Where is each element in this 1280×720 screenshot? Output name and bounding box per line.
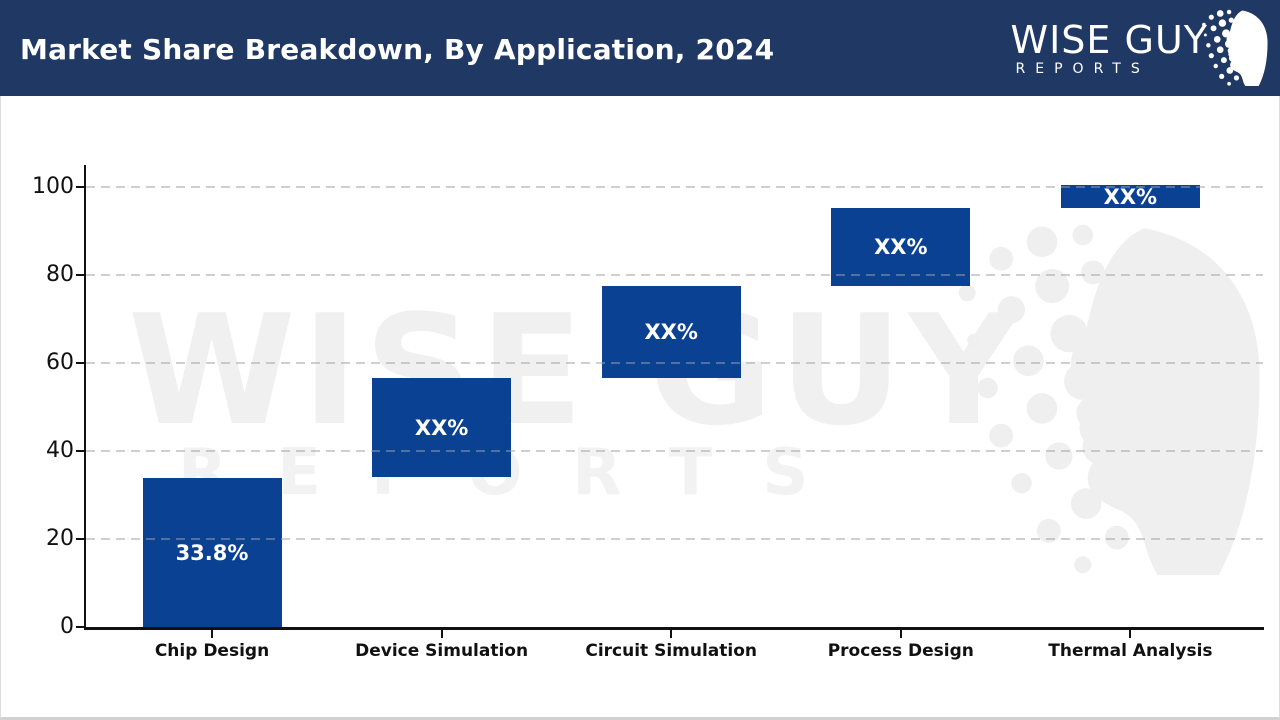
chart-title: Market Share Breakdown, By Application, …: [20, 33, 775, 66]
category-label: Process Design: [827, 641, 974, 661]
y-tick-mark: [76, 450, 84, 452]
gridline-y20: [86, 538, 1263, 540]
x-tick-mark: [211, 630, 213, 638]
bar-chip-design: 33.8%: [142, 478, 282, 627]
y-tick-label: 80: [46, 262, 74, 287]
bar-circuit-simulation: XX%: [601, 286, 741, 378]
y-axis-line: [84, 165, 86, 629]
gridline-y80: [86, 274, 1263, 276]
bar-value-label: 33.8%: [175, 540, 249, 565]
bar-value-label: XX%: [414, 415, 469, 440]
gridline-y40: [86, 450, 1263, 452]
x-tick-mark: [670, 630, 673, 638]
y-tick-mark: [76, 362, 84, 364]
y-tick-mark: [76, 186, 84, 188]
bar-thermal-analysis: XX%: [1060, 184, 1200, 209]
bar-value-label: XX%: [874, 235, 928, 260]
brand-subtitle: REPORTS: [1015, 61, 1150, 78]
category-label: Chip Design: [154, 641, 270, 661]
x-tick-mark: [440, 630, 443, 638]
head-profile-icon: [1198, 7, 1272, 91]
brand-name: WISE GUY: [1010, 17, 1208, 62]
y-tick-label: 0: [60, 614, 74, 639]
gridline-y100: [86, 186, 1263, 188]
category-label: Circuit Simulation: [585, 641, 758, 661]
y-tick-label: 40: [46, 438, 74, 463]
x-tick-mark: [1129, 630, 1132, 638]
y-tick-mark: [76, 626, 84, 628]
y-tick-label: 100: [32, 174, 74, 199]
category-label: Thermal Analysis: [1048, 641, 1213, 661]
watermark-brand-text: WISE GUY: [128, 282, 1025, 459]
category-label: Device Simulation: [355, 641, 529, 661]
header-bar: Market Share Breakdown, By Application, …: [0, 0, 1280, 96]
y-tick-mark: [76, 538, 84, 540]
bar-process-design: XX%: [831, 208, 971, 287]
x-axis-line: [84, 627, 1264, 630]
bar-value-label: XX%: [1103, 184, 1158, 209]
brand-logo-text: WISE GUY REPORTS: [1010, 17, 1208, 78]
gridline-y60: [86, 362, 1263, 364]
y-tick-mark: [76, 274, 84, 276]
y-tick-label: 60: [46, 350, 74, 375]
brand-logo: WISE GUY REPORTS: [1011, 6, 1272, 92]
bar-value-label: XX%: [644, 320, 698, 345]
bar-device-simulation: XX%: [372, 377, 512, 478]
x-tick-mark: [899, 630, 902, 638]
y-tick-label: 20: [46, 526, 74, 551]
